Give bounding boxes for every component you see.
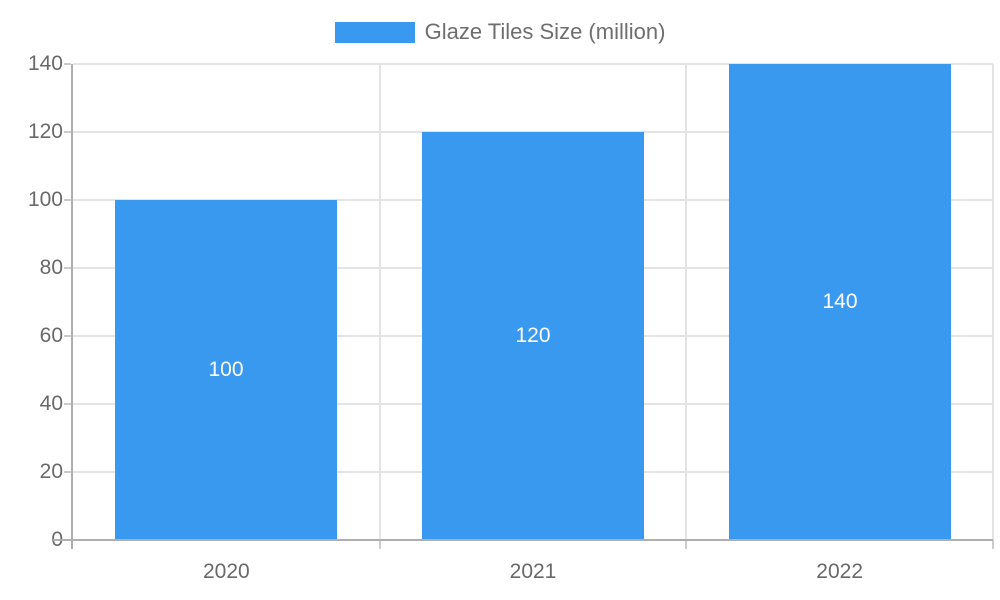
- y-axis-label: 40: [39, 392, 63, 415]
- bar-2021[interactable]: 120: [422, 132, 644, 540]
- gridline-horizontal: [73, 63, 993, 65]
- gridline-vertical: [992, 64, 994, 540]
- x-axis-tick: [992, 540, 994, 549]
- gridline-vertical: [685, 64, 687, 540]
- y-axis-label: 20: [39, 460, 63, 483]
- x-axis-label: 2020: [202, 560, 250, 583]
- y-axis-label: 100: [27, 188, 63, 211]
- y-axis-line: [71, 64, 73, 549]
- legend-item[interactable]: Glaze Tiles Size (million): [0, 20, 1000, 44]
- y-axis-tick: [64, 267, 71, 269]
- gridline-vertical: [379, 64, 381, 540]
- legend-marker-swatch: [334, 21, 415, 43]
- bar-value-label: 100: [208, 358, 244, 381]
- y-axis-label: 60: [39, 324, 63, 347]
- y-axis-tick: [64, 471, 71, 473]
- y-axis-label: 80: [39, 256, 63, 279]
- x-axis-label: 2022: [816, 560, 864, 583]
- legend-label: Glaze Tiles Size (million): [424, 19, 666, 44]
- bar-2020[interactable]: 100: [115, 200, 337, 540]
- x-axis-tick: [685, 540, 687, 549]
- y-axis-tick: [64, 199, 71, 201]
- plot-area: 020406080100120140100120140202020212022: [28, 53, 994, 583]
- y-axis-tick: [64, 335, 71, 337]
- x-axis-tick: [379, 540, 381, 549]
- x-axis-label: 2021: [509, 560, 557, 583]
- y-axis-tick: [64, 131, 71, 133]
- x-axis-line: [53, 539, 993, 541]
- y-axis-label: 140: [27, 52, 63, 75]
- bar-value-label: 120: [515, 324, 551, 347]
- y-axis-tick: [64, 403, 71, 405]
- y-axis-tick: [64, 63, 71, 65]
- bar-2022[interactable]: 140: [729, 64, 951, 540]
- bar-value-label: 140: [822, 290, 858, 313]
- y-axis-label: 120: [27, 120, 63, 143]
